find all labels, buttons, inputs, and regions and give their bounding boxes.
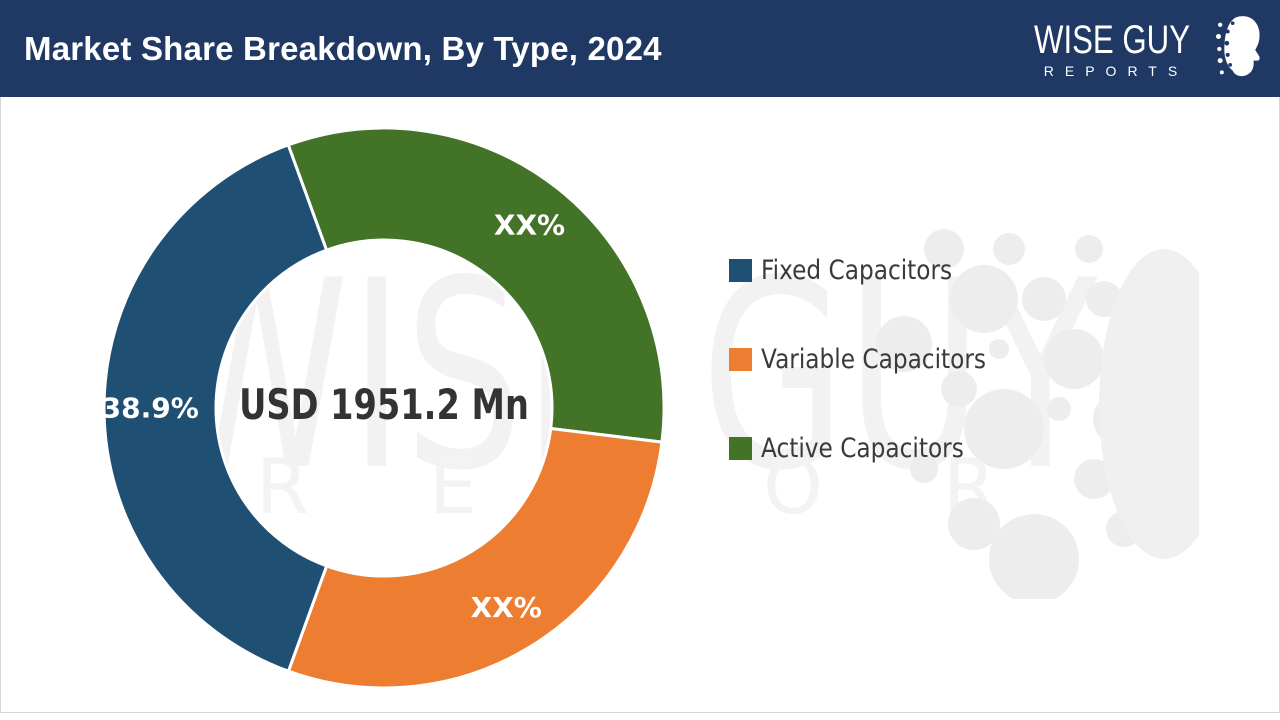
- logo-brand-subtitle: REPORTS: [1043, 62, 1189, 79]
- logo-brand-name: WISE GUY: [1033, 17, 1190, 62]
- segment-percentage-label: XX%: [471, 591, 542, 624]
- legend-item-fixed-capacitors: Fixed Capacitors: [729, 254, 1023, 286]
- legend-label: Fixed Capacitors: [761, 254, 953, 286]
- watermark-dots-face: [876, 229, 1199, 599]
- legend-swatch-fixed: [729, 258, 752, 282]
- donut-segment-variable-capacitors: [286, 426, 664, 690]
- donut-center-value: USD 1951.2 Mn: [239, 380, 529, 429]
- logo-text: WISE GUY REPORTS: [1012, 20, 1212, 79]
- donut-chart: XX% XX% 38.9%: [102, 126, 666, 690]
- header-bar: Market Share Breakdown, By Type, 2024 WI…: [0, 0, 1280, 97]
- legend-label: Active Capacitors: [761, 432, 964, 464]
- legend-item-variable-capacitors: Variable Capacitors: [729, 343, 1023, 375]
- chart-area: WISE GUY R E P O R T S XX% XX% 38.9% USD 1…: [0, 97, 1280, 713]
- legend-swatch-variable: [729, 347, 752, 371]
- donut-segment-active-capacitors: [286, 126, 666, 444]
- chart-legend: Fixed Capacitors Variable Capacitors Act…: [729, 254, 1023, 464]
- legend-swatch-active: [729, 436, 752, 460]
- wise-guy-reports-logo: WISE GUY REPORTS: [1012, 5, 1266, 93]
- logo-face-icon: [1216, 16, 1260, 77]
- page-title: Market Share Breakdown, By Type, 2024: [24, 29, 662, 67]
- legend-item-active-capacitors: Active Capacitors: [729, 432, 1023, 464]
- segment-percentage-label: XX%: [494, 209, 565, 242]
- donut-segment-fixed-capacitors: [102, 143, 329, 673]
- legend-label: Variable Capacitors: [761, 343, 986, 375]
- segment-percentage-label: 38.9%: [102, 392, 199, 425]
